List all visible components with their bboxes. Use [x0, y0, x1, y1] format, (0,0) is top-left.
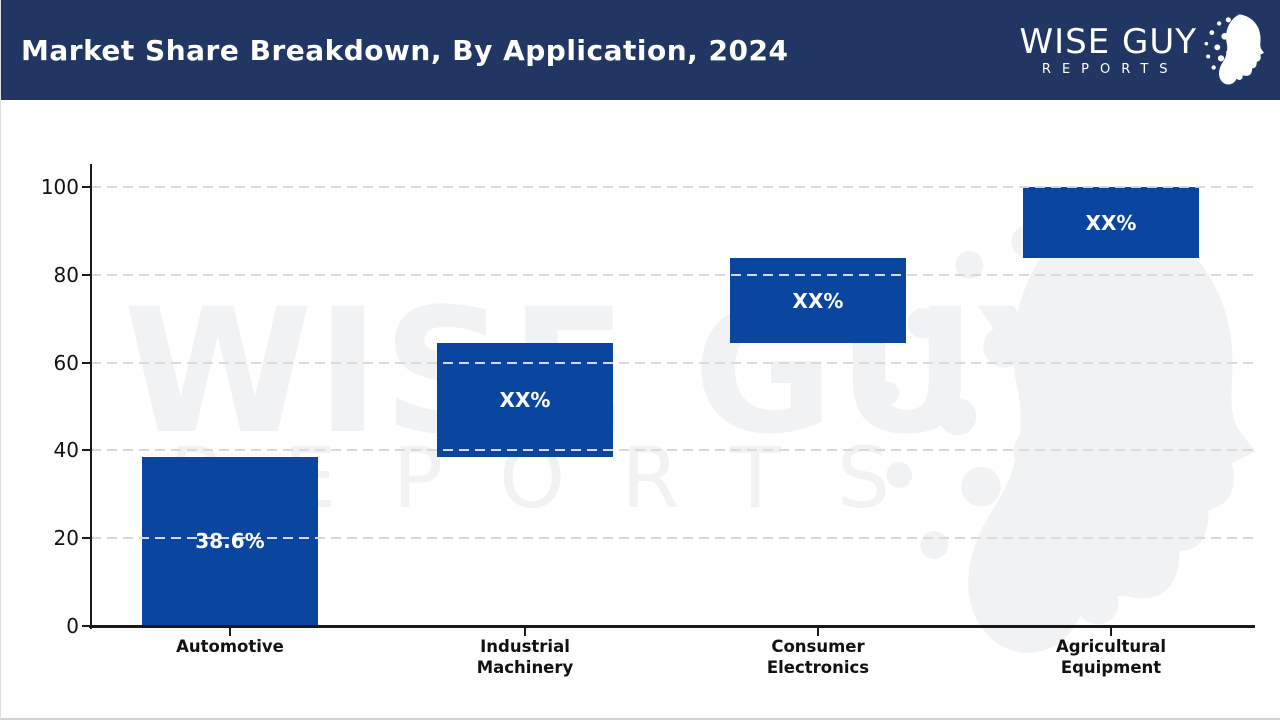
- x-category-label: Agricultural Equipment: [991, 636, 1231, 678]
- x-category-label-line: Agricultural: [1055, 637, 1167, 656]
- bar-value-label: XX%: [1085, 210, 1137, 235]
- x-category-label-line: Machinery: [476, 658, 574, 677]
- y-axis-line: [90, 164, 92, 629]
- page-title: Market Share Breakdown, By Application, …: [21, 33, 789, 67]
- wise-guy-face-icon: [1204, 14, 1265, 85]
- x-category-label-line: Automotive: [176, 637, 284, 656]
- y-tick-label: 40: [53, 438, 79, 463]
- x-category-label-line: Equipment: [1060, 658, 1162, 677]
- bar-value-label: XX%: [499, 387, 551, 412]
- bar-segment: [1023, 187, 1199, 259]
- x-tick-mark: [1110, 628, 1112, 636]
- y-tick-mark: [82, 449, 90, 452]
- x-category-label-line: Electronics: [766, 658, 870, 677]
- brand-name: WISE GUY: [1019, 22, 1197, 62]
- y-tick-mark: [82, 273, 90, 276]
- x-category-label-line: Industrial: [480, 637, 570, 656]
- x-category-label-line: Consumer: [771, 637, 865, 656]
- gridline: [91, 449, 1254, 452]
- y-tick-mark: [82, 361, 90, 364]
- brand-logo-text: WISE GUY REPORTS: [1019, 25, 1197, 77]
- bar-value-label: XX%: [792, 288, 844, 313]
- header-bar: Market Share Breakdown, By Application, …: [1, 0, 1280, 100]
- bar-value-label: 38.6%: [195, 529, 265, 554]
- gridline: [91, 273, 1254, 276]
- y-tick-label: 20: [53, 526, 79, 551]
- bar-segment: [142, 456, 318, 626]
- gridline: [91, 186, 1254, 188]
- gridline: [91, 361, 1254, 364]
- y-tick-label: 0: [66, 614, 79, 638]
- chart-area: WISE GUY REPORTS 38.6% XX% XX% XX% 0 20 40 60 80…: [1, 100, 1280, 718]
- brand-subtitle: REPORTS: [1041, 62, 1179, 77]
- gridline: [91, 537, 1254, 540]
- y-tick-label: 60: [53, 350, 79, 375]
- y-tick-mark: [82, 625, 90, 627]
- x-axis-line: [89, 625, 1255, 628]
- y-tick-mark: [82, 186, 90, 188]
- brand-logo: WISE GUY REPORTS: [1015, 8, 1265, 94]
- x-tick-mark: [817, 628, 819, 636]
- x-category-label: Automotive: [110, 636, 350, 657]
- y-tick-label: 80: [53, 262, 79, 287]
- y-tick-mark: [82, 537, 90, 540]
- bar-segment: [730, 258, 906, 344]
- x-category-label: Consumer Electronics: [698, 636, 938, 678]
- x-tick-mark: [524, 628, 526, 636]
- x-tick-mark: [229, 628, 231, 636]
- x-category-label: Industrial Machinery: [405, 636, 645, 678]
- y-tick-label: 100: [40, 175, 79, 199]
